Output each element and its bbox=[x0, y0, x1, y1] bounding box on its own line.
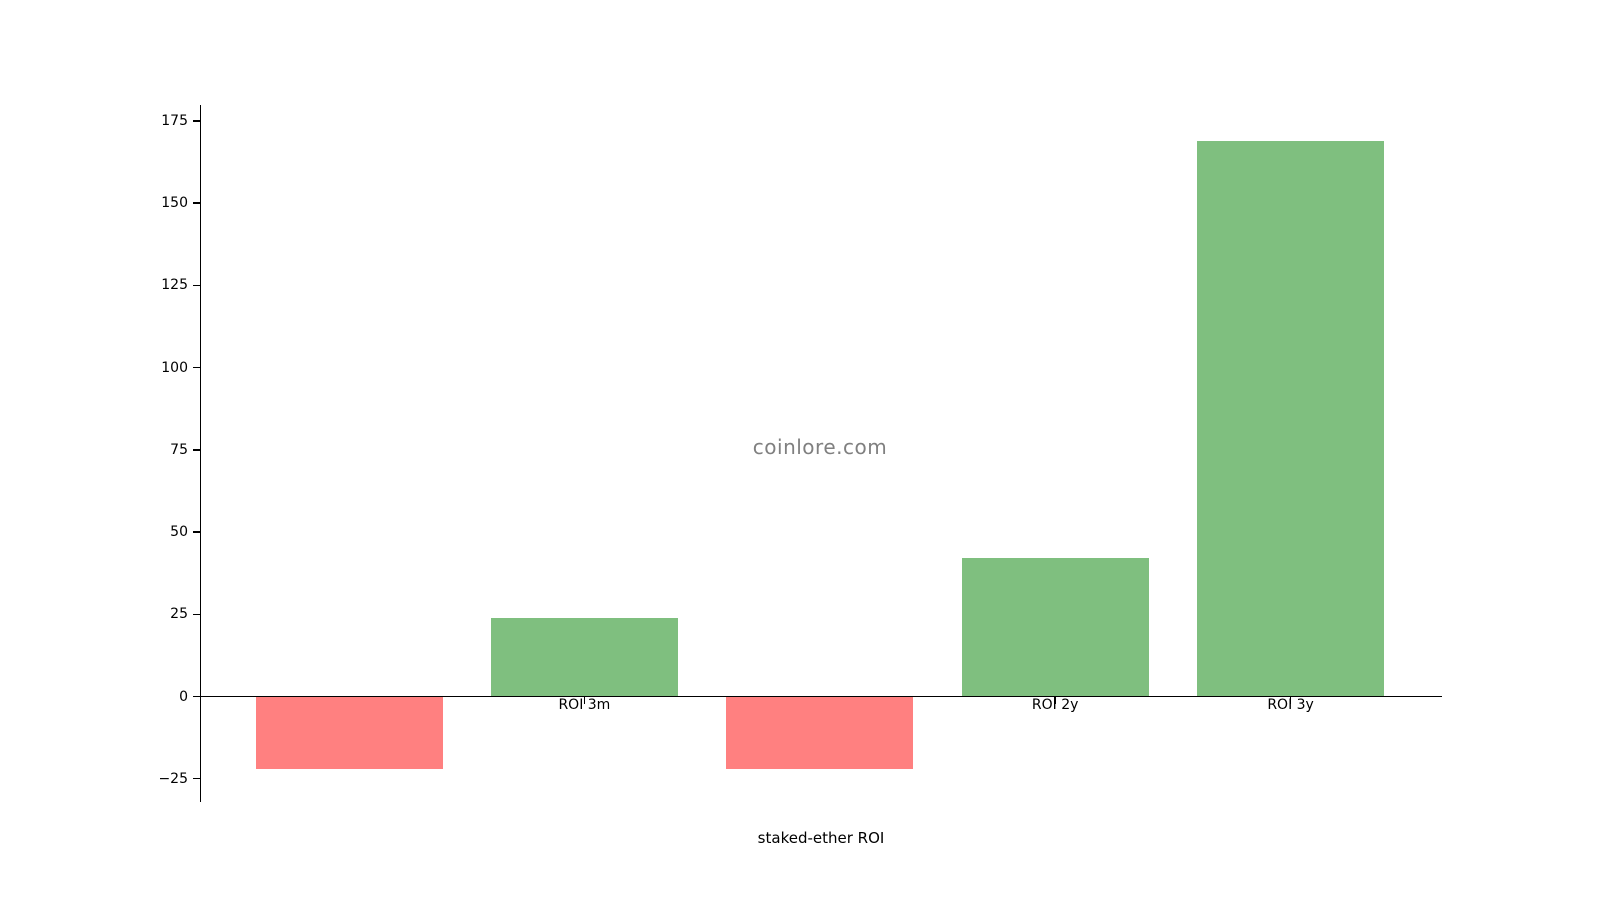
y-axis-tick-label: 150 bbox=[161, 195, 188, 212]
y-axis-tick-label: 0 bbox=[179, 688, 188, 705]
y-axis-tick-label: 75 bbox=[170, 441, 188, 458]
y-axis-tick bbox=[193, 284, 200, 287]
y-axis-tick-label: 50 bbox=[170, 524, 188, 541]
y-axis-tick bbox=[193, 531, 200, 533]
y-axis-tick bbox=[193, 613, 200, 616]
x-axis-tick-label: ROI 2y bbox=[1031, 696, 1079, 713]
bar-roi-2y bbox=[961, 558, 1149, 697]
y-axis-tick-label: 125 bbox=[161, 277, 188, 294]
x-axis-tick-label: ROI 3m bbox=[558, 696, 611, 713]
y-axis-tick bbox=[193, 695, 200, 698]
y-axis-tick-label: 175 bbox=[161, 112, 188, 129]
y-axis-tick-label: 25 bbox=[170, 606, 188, 623]
bar-roi-3y bbox=[1197, 140, 1385, 697]
x-axis-tick bbox=[1054, 696, 1056, 704]
y-axis-tick bbox=[193, 202, 200, 204]
chart-title: staked-ether ROI bbox=[757, 829, 885, 847]
y-axis-tick bbox=[193, 449, 200, 451]
bar-3 bbox=[726, 696, 914, 769]
x-axis-tick bbox=[583, 696, 586, 704]
bar-roi-3m bbox=[490, 617, 678, 697]
watermark: coinlore.com bbox=[752, 435, 888, 459]
y-axis-tick bbox=[193, 777, 200, 780]
x-axis-tick bbox=[1289, 696, 1292, 704]
x-axis-tick-label: ROI 3y bbox=[1267, 696, 1314, 713]
y-axis-tick-label: 100 bbox=[161, 359, 188, 376]
bar-1 bbox=[255, 696, 443, 769]
y-axis-tick bbox=[193, 120, 200, 122]
y-axis-tick-label: −25 bbox=[158, 770, 188, 787]
y-axis-line bbox=[199, 105, 201, 802]
x-axis-line bbox=[199, 695, 1442, 698]
y-axis-tick bbox=[193, 366, 200, 369]
